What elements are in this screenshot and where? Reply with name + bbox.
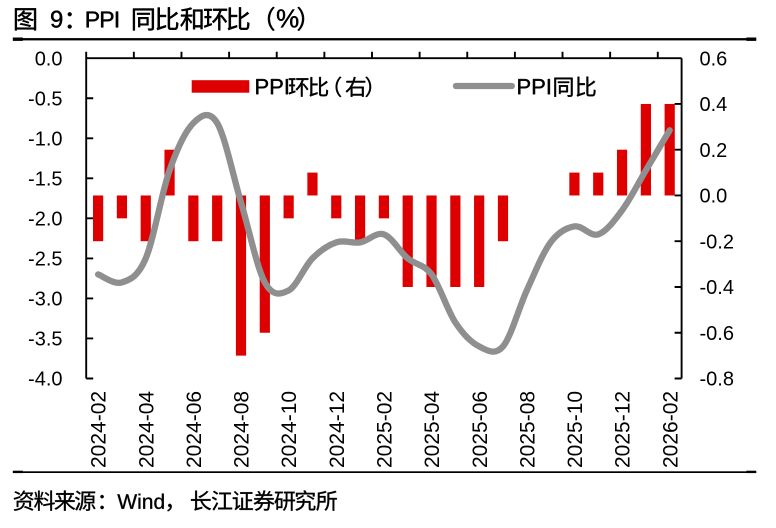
svg-text:0.4: 0.4: [700, 94, 728, 116]
svg-text:-0.4: -0.4: [700, 277, 734, 299]
svg-text:0.0: 0.0: [700, 186, 728, 208]
svg-text:2025-02: 2025-02: [374, 391, 397, 468]
svg-text:-4.0: -4.0: [28, 369, 62, 391]
svg-text:-3.5: -3.5: [28, 329, 62, 351]
svg-text:2025-12: 2025-12: [612, 391, 635, 468]
svg-text:-1.0: -1.0: [28, 128, 62, 150]
svg-text:-0.6: -0.6: [700, 323, 734, 345]
svg-text:-3.0: -3.0: [28, 289, 62, 311]
svg-text:0.0: 0.0: [35, 48, 63, 70]
svg-text:-0.5: -0.5: [28, 88, 62, 110]
svg-text:-1.5: -1.5: [28, 169, 62, 191]
svg-text:2024-04: 2024-04: [135, 391, 158, 468]
svg-text:2024-12: 2024-12: [326, 391, 349, 468]
svg-text:2024-08: 2024-08: [231, 391, 254, 468]
svg-text:2025-04: 2025-04: [421, 391, 444, 468]
svg-text:2026-02: 2026-02: [659, 391, 682, 468]
svg-text:0.6: 0.6: [700, 48, 728, 70]
svg-text:-2.0: -2.0: [28, 209, 62, 231]
svg-text:2024-10: 2024-10: [278, 391, 301, 468]
svg-text:0.2: 0.2: [700, 140, 728, 162]
svg-text:2025-10: 2025-10: [564, 391, 587, 468]
svg-text:2024-02: 2024-02: [88, 391, 111, 468]
svg-text:2025-08: 2025-08: [516, 391, 539, 468]
svg-text:-2.5: -2.5: [28, 249, 62, 271]
svg-text:-0.8: -0.8: [700, 369, 734, 391]
svg-text:-0.2: -0.2: [700, 231, 734, 253]
svg-text:2025-06: 2025-06: [469, 391, 492, 468]
svg-text:2024-06: 2024-06: [183, 391, 206, 468]
